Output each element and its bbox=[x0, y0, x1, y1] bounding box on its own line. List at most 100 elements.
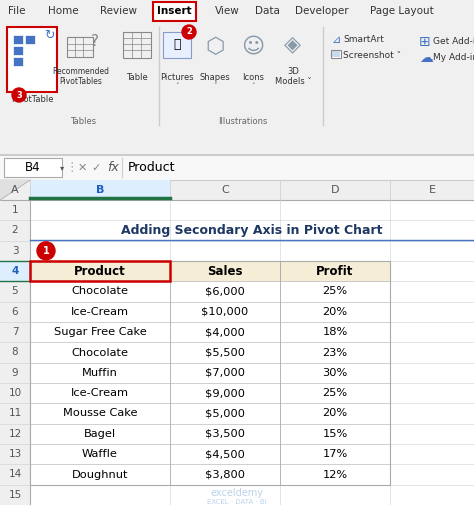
Text: A: A bbox=[11, 185, 19, 195]
Circle shape bbox=[37, 242, 55, 260]
Text: Insert: Insert bbox=[157, 7, 192, 17]
Text: 15: 15 bbox=[9, 490, 22, 499]
Bar bbox=[123, 32, 151, 58]
Text: 30%: 30% bbox=[322, 368, 347, 378]
Bar bbox=[170, 281, 280, 301]
Text: B4: B4 bbox=[25, 161, 41, 174]
Text: fx: fx bbox=[107, 161, 119, 174]
Text: Page Layout: Page Layout bbox=[370, 7, 434, 17]
Text: 25%: 25% bbox=[322, 388, 347, 398]
Bar bbox=[0, 261, 30, 281]
Bar bbox=[0, 0, 474, 22]
Bar bbox=[67, 37, 93, 57]
Polygon shape bbox=[0, 180, 30, 200]
Text: ⬡: ⬡ bbox=[205, 37, 225, 57]
Bar bbox=[170, 261, 280, 281]
Text: $5,500: $5,500 bbox=[205, 347, 245, 358]
Text: 7: 7 bbox=[12, 327, 18, 337]
Text: Sugar Free Cake: Sugar Free Cake bbox=[54, 327, 146, 337]
Text: Table: Table bbox=[126, 73, 148, 81]
Text: C: C bbox=[221, 185, 229, 195]
Bar bbox=[170, 383, 280, 403]
Bar bbox=[170, 261, 280, 281]
Bar bbox=[30, 363, 170, 383]
Text: $10,000: $10,000 bbox=[201, 307, 249, 317]
Bar bbox=[30, 261, 170, 281]
Text: $7,000: $7,000 bbox=[205, 368, 245, 378]
Text: Recommended: Recommended bbox=[53, 68, 109, 76]
Text: ⊿: ⊿ bbox=[331, 35, 340, 45]
Bar bbox=[0, 154, 474, 155]
Text: Bagel: Bagel bbox=[84, 429, 116, 439]
Bar bbox=[280, 342, 390, 363]
Bar bbox=[280, 261, 390, 281]
Bar bbox=[280, 464, 390, 485]
Text: ✓: ✓ bbox=[91, 163, 100, 173]
Bar bbox=[0, 155, 474, 180]
Text: 2: 2 bbox=[186, 27, 192, 36]
Text: B: B bbox=[96, 185, 104, 195]
Bar bbox=[163, 32, 191, 58]
Text: 1: 1 bbox=[12, 205, 18, 215]
Bar bbox=[170, 363, 280, 383]
Bar bbox=[280, 363, 390, 383]
Text: 1: 1 bbox=[43, 246, 49, 256]
Text: Models ˅: Models ˅ bbox=[275, 77, 311, 86]
Bar bbox=[280, 403, 390, 424]
Text: 3D: 3D bbox=[287, 68, 299, 76]
Text: $4,000: $4,000 bbox=[205, 327, 245, 337]
Text: 11: 11 bbox=[9, 409, 22, 418]
Text: ✕: ✕ bbox=[77, 163, 87, 173]
Text: Profit: Profit bbox=[316, 265, 354, 278]
Text: PivotTables: PivotTables bbox=[60, 77, 102, 86]
Text: Review: Review bbox=[100, 7, 137, 17]
Bar bbox=[25, 46, 35, 55]
Text: 12: 12 bbox=[9, 429, 22, 439]
Text: 8: 8 bbox=[12, 347, 18, 358]
Bar bbox=[30, 301, 170, 322]
Bar bbox=[30, 424, 170, 444]
Bar bbox=[153, 2, 196, 21]
Text: $3,800: $3,800 bbox=[205, 470, 245, 480]
Bar bbox=[30, 383, 170, 403]
Text: 6: 6 bbox=[12, 307, 18, 317]
Text: ⊞: ⊞ bbox=[419, 35, 430, 49]
Text: Home: Home bbox=[48, 7, 79, 17]
Bar bbox=[170, 403, 280, 424]
Text: 3: 3 bbox=[16, 90, 22, 99]
Bar bbox=[280, 261, 390, 281]
Text: Shapes: Shapes bbox=[200, 73, 230, 81]
Bar bbox=[13, 46, 23, 55]
Text: Waffle: Waffle bbox=[82, 449, 118, 459]
Text: EXCEL · DATA · BI: EXCEL · DATA · BI bbox=[207, 499, 267, 505]
Bar bbox=[0, 0, 474, 155]
Text: ˅: ˅ bbox=[175, 83, 179, 89]
Bar bbox=[280, 281, 390, 301]
Text: 12%: 12% bbox=[322, 470, 347, 480]
Text: Screenshot ˅: Screenshot ˅ bbox=[343, 52, 401, 61]
Text: Chocolate: Chocolate bbox=[72, 347, 128, 358]
Bar bbox=[170, 301, 280, 322]
Bar bbox=[30, 464, 170, 485]
Circle shape bbox=[182, 25, 196, 39]
Text: 18%: 18% bbox=[322, 327, 347, 337]
Text: E: E bbox=[428, 185, 436, 195]
Text: $5,000: $5,000 bbox=[205, 409, 245, 419]
Text: ⋮: ⋮ bbox=[66, 161, 78, 174]
Text: 25%: 25% bbox=[322, 286, 347, 296]
Bar bbox=[30, 444, 170, 464]
Text: $9,000: $9,000 bbox=[205, 388, 245, 398]
Text: 9: 9 bbox=[12, 368, 18, 378]
Bar bbox=[13, 35, 23, 44]
Text: 🏔: 🏔 bbox=[173, 38, 181, 52]
Text: 13: 13 bbox=[9, 449, 22, 459]
Bar bbox=[30, 261, 170, 281]
Bar bbox=[170, 342, 280, 363]
Text: 3: 3 bbox=[12, 245, 18, 256]
Bar bbox=[30, 180, 170, 200]
Text: ˅: ˅ bbox=[251, 83, 255, 89]
Text: Product: Product bbox=[74, 265, 126, 278]
Bar bbox=[25, 57, 35, 66]
Text: Ice-Cream: Ice-Cream bbox=[71, 307, 129, 317]
Text: File: File bbox=[8, 7, 26, 17]
